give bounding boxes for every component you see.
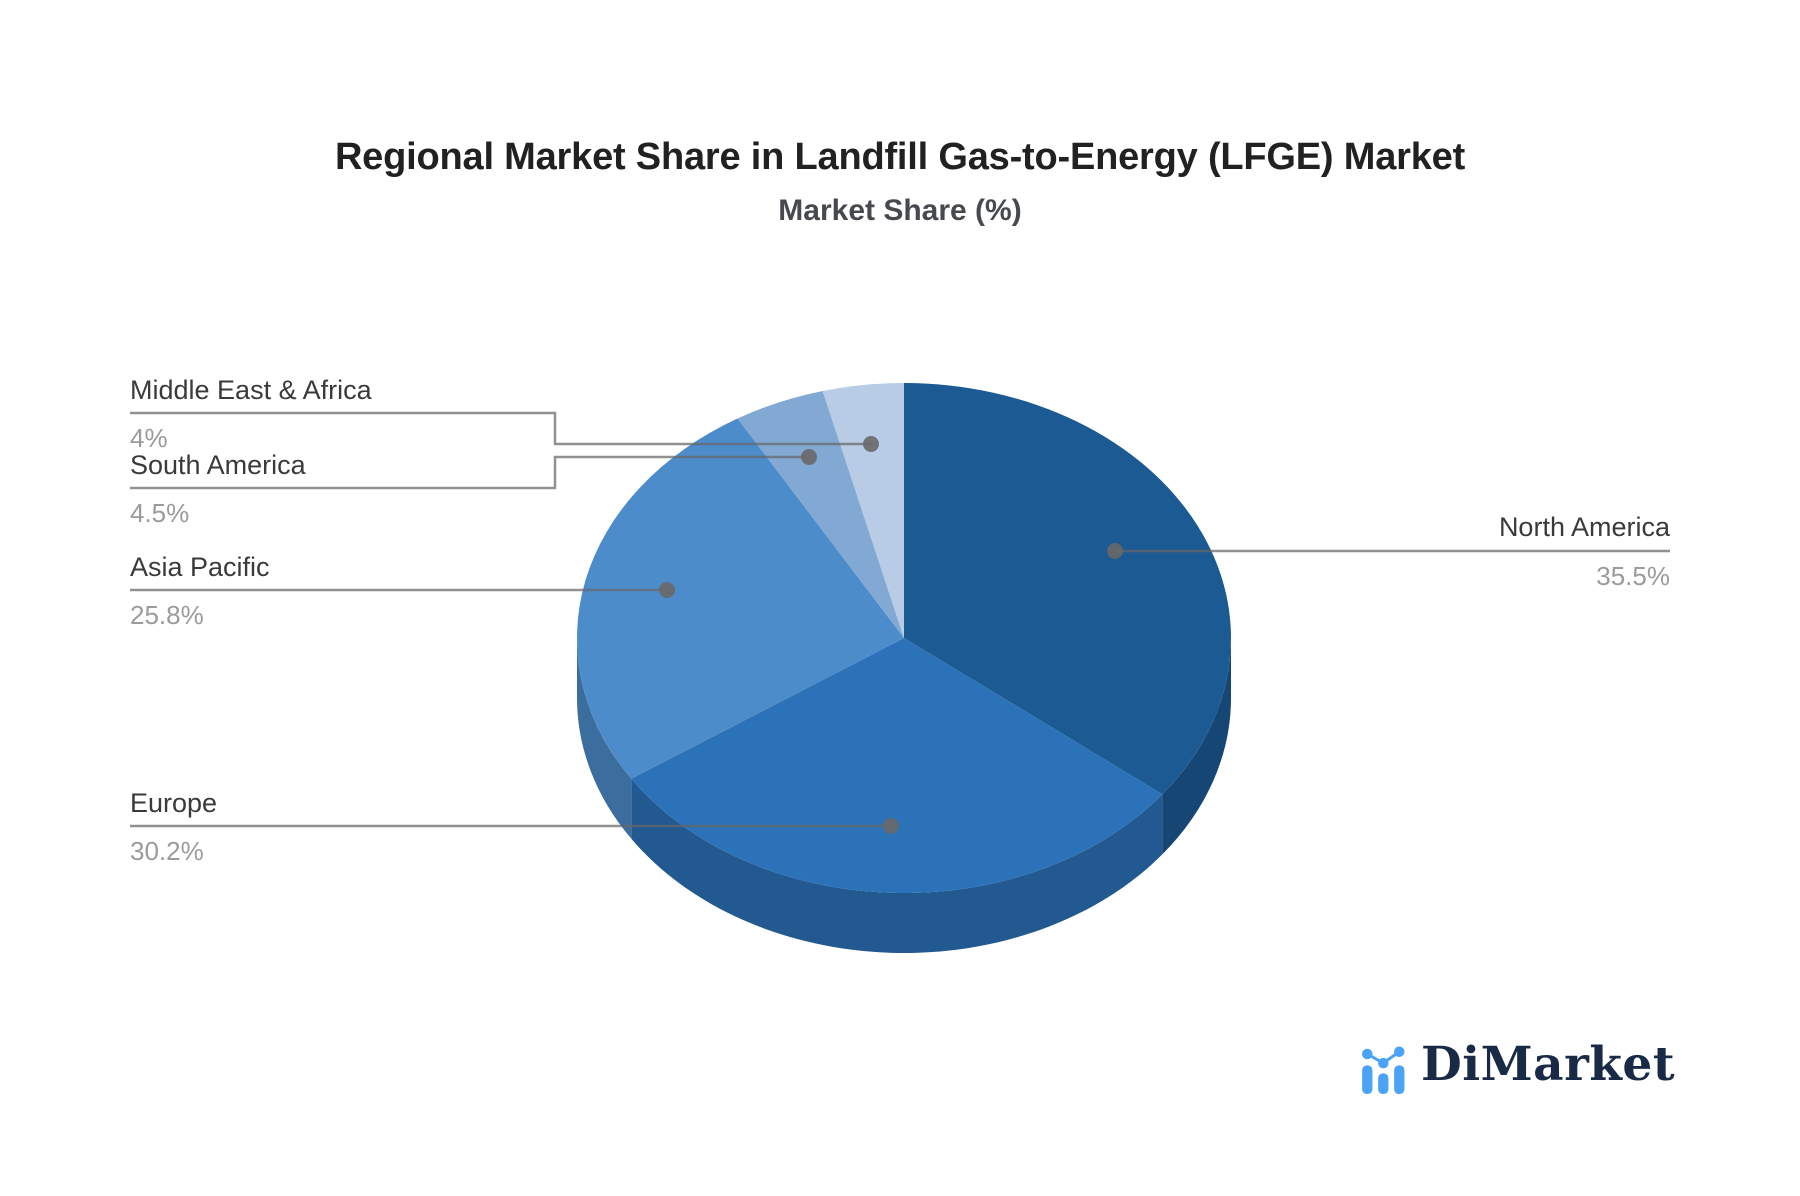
pie-slice-north-america[interactable] — [904, 383, 1232, 795]
pie-slice-side-north-america[interactable] — [1162, 638, 1231, 855]
pie-slice-middle-east-africa[interactable] — [822, 383, 904, 638]
label-connector-asia-pacific — [130, 582, 675, 598]
label-line-south-america — [130, 455, 809, 490]
slice-label-middle-east-africa: Middle East & Africa — [130, 375, 372, 405]
label-line-middle-east-africa — [130, 411, 871, 446]
pie-slice-south-america[interactable] — [737, 391, 904, 638]
label-dot-europe — [883, 818, 899, 834]
pie-slice-asia-pacific[interactable] — [576, 418, 904, 779]
label-connector-south-america — [130, 449, 817, 490]
dimarket-logo: DiMarket — [1362, 1040, 1675, 1094]
bar-line-chart-icon — [1362, 1046, 1405, 1094]
pie-slice-side-asia-pacific[interactable] — [577, 638, 632, 839]
label-dot-middle-east-africa — [863, 436, 879, 452]
slice-value-north-america: 35.5% — [1596, 561, 1670, 591]
chart-title: Regional Market Share in Landfill Gas-to… — [334, 136, 1466, 178]
label-dot-south-america — [801, 449, 817, 465]
slice-label-north-america: North America — [1498, 512, 1670, 542]
slice-value-europe: 30.2% — [130, 836, 204, 866]
chart-subtitle: Market Share (%) — [778, 194, 1022, 227]
pie-slice-side-europe[interactable] — [631, 778, 1163, 954]
slice-label-asia-pacific: Asia Pacific — [130, 552, 270, 582]
slice-label-europe: Europe — [130, 788, 218, 818]
label-dot-north-america — [1107, 543, 1123, 559]
label-connector-middle-east-africa — [130, 411, 879, 452]
label-connector-north-america — [1107, 543, 1670, 559]
label-connector-europe — [130, 818, 899, 834]
slice-value-middle-east-africa: 4% — [130, 423, 168, 453]
pie-slice-europe[interactable] — [631, 638, 1163, 894]
slice-value-south-america: 4.5% — [130, 498, 190, 528]
logo-text: DiMarket — [1421, 1037, 1676, 1092]
slice-label-south-america: South America — [130, 450, 306, 480]
label-dot-asia-pacific — [659, 582, 675, 598]
slice-value-asia-pacific: 25.8% — [130, 600, 204, 630]
